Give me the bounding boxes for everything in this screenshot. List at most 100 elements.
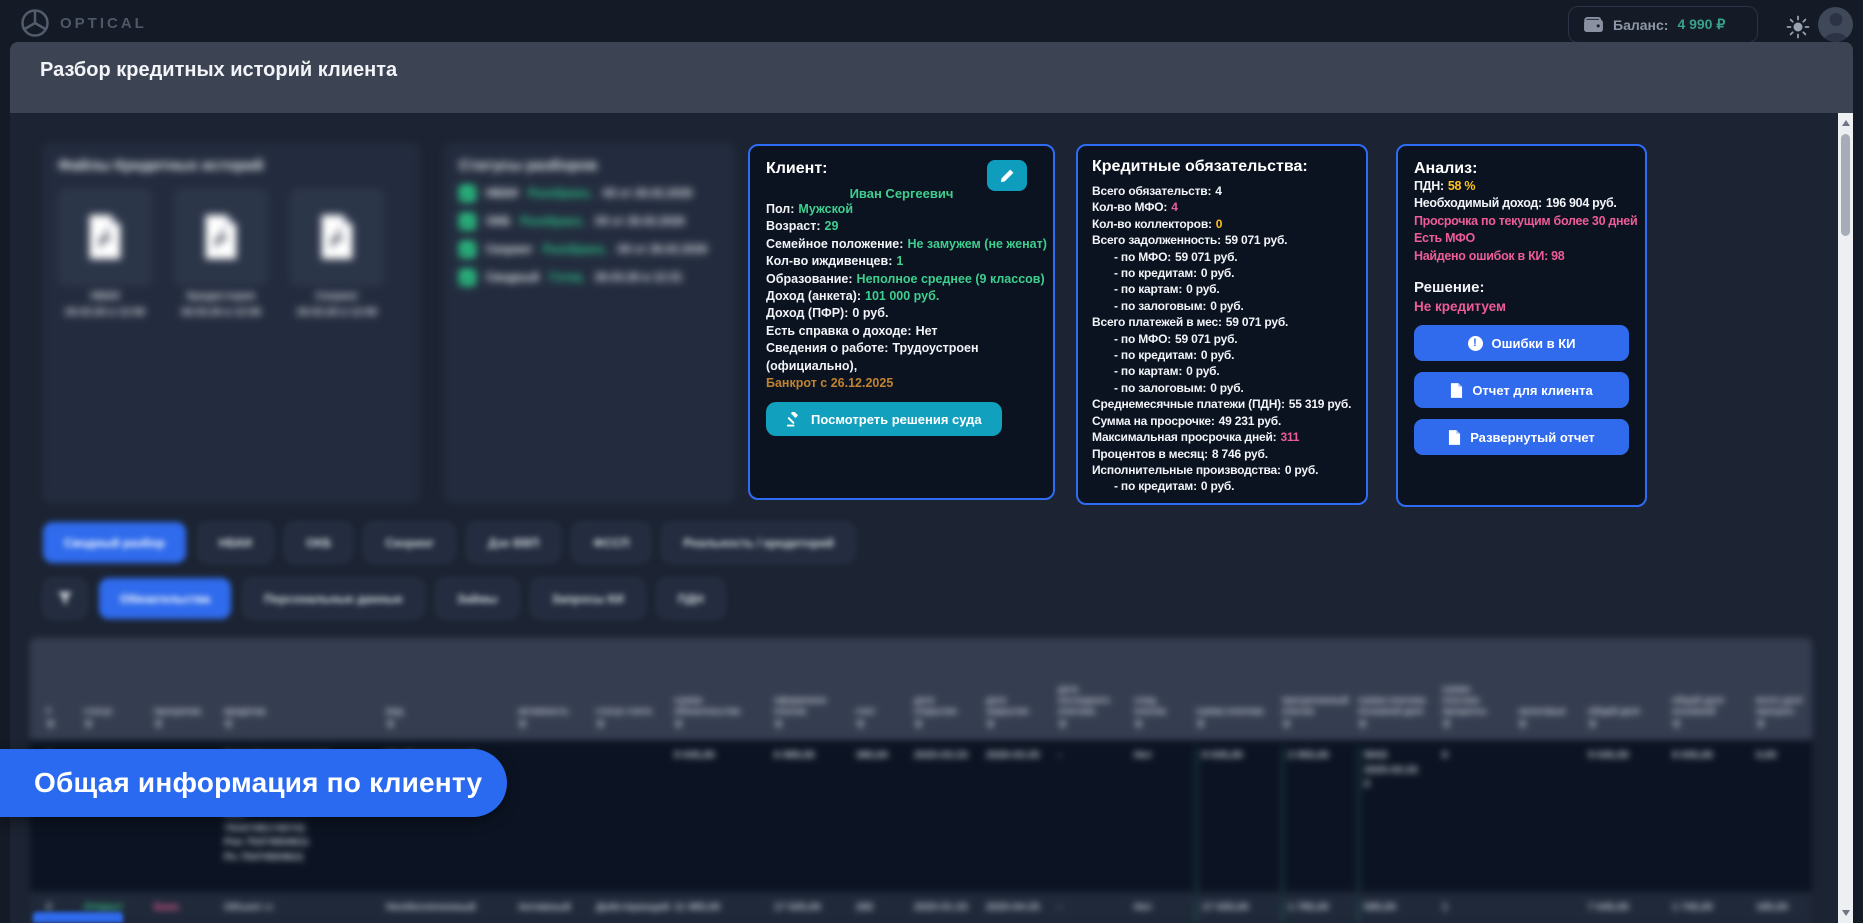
filter-funnel-icon[interactable] [154,721,163,730]
filter-funnel-icon[interactable] [386,721,395,730]
filter-funnel-icon[interactable] [518,721,527,730]
info-label: Всего платежей в мес: [1092,315,1222,330]
filter-funnel-icon[interactable] [46,721,55,730]
detailed-report-button[interactable]: Развернутый отчет [1414,419,1629,456]
filter-funnel-icon[interactable] [84,721,93,730]
file-tile [290,188,384,286]
table-cell: 0 [1442,749,1448,761]
tab[interactable]: Скоринг [364,522,456,563]
filter-funnel-icon[interactable] [224,721,233,730]
scroll-down-arrow-icon[interactable] [1841,910,1850,916]
table-column-header[interactable]: статус [84,706,142,730]
court-decisions-button[interactable]: Посмотреть решения суда [766,402,1002,437]
balance-pill[interactable]: Баланс: 4 990 ₽ [1568,6,1758,43]
edit-client-button[interactable] [987,160,1027,191]
cutoff-blue-element[interactable] [33,912,123,923]
table-column-header[interactable]: дата открытия [914,695,974,730]
table-column-header[interactable]: # [46,706,72,730]
tab[interactable]: Реальность / кредиторий [662,522,856,563]
filter-funnel-icon[interactable] [774,721,783,730]
tab[interactable]: Сводный разбор [43,522,186,563]
tab-label: Персональные данные [264,591,403,606]
table-column-header[interactable]: общий долг основной [1672,695,1744,730]
tab[interactable]: НБКИ [197,522,274,563]
table-cell: 2026-03-25 [986,749,1040,761]
brand-name: OPTICAL [60,14,147,32]
tab[interactable]: Персональные данные [243,578,424,619]
filter-funnel-icon[interactable] [674,721,683,730]
table-row[interactable]: 2 Открыт Банк Объект с: Необеспеченный А… [30,892,1812,923]
table-column-header[interactable]: общий долг [1588,706,1660,730]
filter-funnel-icon[interactable] [914,721,923,730]
status-state: Разобрано, [520,215,585,228]
credit-history-file[interactable]: Скоринг 26.03.26 в 12:06 [290,188,384,318]
filter-funnel-icon[interactable] [1134,721,1143,730]
filter-funnel-icon[interactable] [1196,721,1205,730]
table-column-header[interactable]: активность [518,706,584,730]
tab[interactable]: Займы [435,578,519,619]
table-column-header[interactable]: кредитор [224,706,374,730]
avatar-head-shape [1829,13,1842,26]
status-date: XII от 26.02.2026 [616,243,708,256]
user-avatar[interactable] [1818,7,1853,42]
info-line: - по залоговым: 0 руб. [1092,380,1352,396]
scrollbar-thumb[interactable] [1841,134,1850,236]
table-column-header[interactable]: просроченный платеж [1282,695,1348,730]
filter-funnel-icon[interactable] [1058,721,1067,730]
filter-button[interactable] [43,578,87,619]
table-column-header[interactable]: залоговые [1518,706,1576,730]
table-column-header[interactable]: сумма платежа [1196,706,1270,730]
column-label: сумма платежа проценты [1442,684,1487,716]
filter-funnel-icon[interactable] [1588,721,1597,730]
info-label: Процентов в месяц: [1092,446,1208,461]
table-column-header[interactable]: сумма платежа проценты [1442,684,1506,730]
tab[interactable]: Обязательства [99,578,232,619]
check-square-icon [459,213,476,230]
table-column-header[interactable]: дата последнего платежа [1058,684,1122,730]
table-column-header[interactable]: сумма платежа основной долг [1358,695,1430,730]
table-cell: Объект с: [224,901,275,913]
table-column-header[interactable]: дата закрытия [986,695,1046,730]
vertical-scrollbar[interactable] [1838,113,1853,923]
errors-in-ki-button[interactable]: Ошибки в КИ [1414,325,1629,362]
tab[interactable]: ПДН [656,578,725,619]
filter-funnel-icon[interactable] [1518,721,1527,730]
credit-history-file[interactable]: Кредистория 26.03.26 в 12:06 [174,188,268,318]
table-column-header[interactable]: след. платеж [1134,695,1184,730]
theme-toggle[interactable] [1786,15,1810,39]
table-column-header[interactable]: просрочка [154,706,212,730]
info-label: - по кредитам: [1114,479,1197,494]
tab[interactable]: Дзо ВВП [467,522,561,563]
client-info-list: Пол: Мужской Возраст: 29 Семейное положени… [766,201,1047,392]
client-name: Иван Сергеевич [849,186,954,201]
table-column-header[interactable]: вид [386,706,506,730]
client-report-button[interactable]: Отчет для клиента [1414,372,1629,409]
tab[interactable]: ОКБ [285,522,353,563]
table-column-header[interactable]: счет [856,706,902,730]
table-column-header[interactable]: статус счета [596,706,662,730]
filter-funnel-icon[interactable] [1358,721,1367,730]
table-cell: 17 635,00 [1196,900,1270,923]
scroll-up-arrow-icon[interactable] [1841,120,1850,126]
table-column-header[interactable]: сумма обязательства [674,695,762,730]
tab[interactable]: Запросы КИ [530,578,645,619]
credit-history-file[interactable]: НБКИ 26.03.26 в 12:06 [58,188,152,318]
table-column-header[interactable]: всего долг просроч. [1756,695,1812,730]
table-cell: 2 [46,901,52,913]
filter-funnel-icon[interactable] [1282,721,1291,730]
filter-funnel-icon[interactable] [1672,721,1681,730]
column-label: залоговые [1518,706,1566,716]
file-cards: НБКИ 26.03.26 в 12:06 Кредистория 26.03.… [58,188,404,318]
column-label: статус [84,706,113,716]
filter-funnel-icon[interactable] [596,721,605,730]
filter-funnel-icon[interactable] [986,721,995,730]
filter-funnel-icon[interactable] [1442,721,1451,730]
tab[interactable]: ФССП [572,522,651,563]
info-label: Кол-во МФО: [1092,200,1168,215]
tab-row-sources: Сводный разбор НБКИ ОКБ Скоринг Дзо ВВП … [43,522,856,563]
info-value: Нет [915,323,938,338]
table-column-header[interactable]: оформлено платеж [774,695,844,730]
filter-funnel-icon[interactable] [1756,721,1765,730]
filter-funnel-icon[interactable] [856,721,865,730]
check-square-icon [459,269,476,286]
